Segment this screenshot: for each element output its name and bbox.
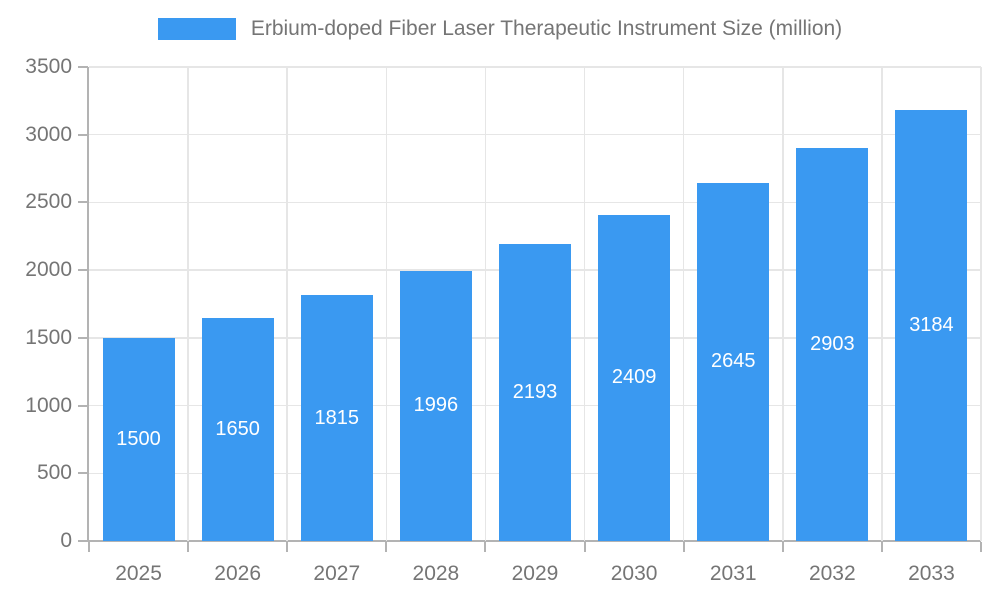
bar[interactable]: 1500	[102, 337, 175, 541]
y-axis-tick	[78, 336, 88, 339]
y-axis-tick	[78, 404, 88, 407]
y-tick-label: 1000	[25, 393, 72, 417]
legend[interactable]: Erbium-doped Fiber Laser Therapeutic Ins…	[0, 17, 1000, 41]
legend-label: Erbium-doped Fiber Laser Therapeutic Ins…	[250, 17, 843, 40]
gridline-vertical	[881, 67, 883, 541]
x-axis-tick	[980, 542, 982, 552]
gridline-vertical	[286, 67, 288, 541]
x-tick-label: 2031	[709, 562, 757, 585]
gridline-horizontal	[89, 66, 981, 68]
legend-swatch-icon	[157, 18, 236, 40]
gridline-vertical	[583, 67, 586, 541]
gridline-horizontal	[89, 201, 981, 204]
bar-value-label: 1650	[215, 417, 260, 440]
y-axis-tick	[78, 269, 88, 272]
x-axis-tick	[484, 542, 487, 552]
x-tick-label: 2028	[412, 562, 460, 585]
bar-value-label: 2193	[512, 381, 558, 403]
x-axis-tick	[385, 542, 388, 552]
y-axis-tick	[78, 201, 88, 204]
bar-value-label: 3184	[909, 313, 954, 336]
y-axis-tick	[78, 133, 88, 136]
bar[interactable]: 1996	[399, 270, 472, 541]
y-tick-label: 2500	[25, 190, 72, 214]
bar-value-label: 1500	[116, 427, 161, 450]
x-tick-label: 2032	[808, 562, 856, 585]
x-axis-tick	[880, 542, 883, 552]
bar-value-label: 2645	[710, 350, 756, 373]
bar-value-label: 2409	[611, 366, 657, 389]
bar[interactable]: 3184	[895, 109, 968, 541]
x-tick-label: 2027	[313, 562, 361, 585]
y-axis-tick	[78, 540, 88, 542]
y-axis-tick	[78, 66, 88, 68]
x-axis-tick	[583, 542, 586, 552]
gridline-vertical	[187, 67, 189, 541]
y-axis-tick	[78, 472, 88, 475]
x-axis-tick	[88, 542, 90, 552]
x-axis-tick	[682, 542, 685, 552]
x-axis-tick	[286, 542, 289, 552]
y-tick-label: 0	[60, 529, 72, 552]
x-tick-label: 2026	[214, 562, 262, 585]
x-tick-label: 2033	[908, 562, 955, 585]
bar-value-label: 1815	[314, 406, 360, 429]
x-axis-tick	[187, 542, 190, 552]
gridline-vertical	[782, 67, 784, 541]
x-tick-label: 2030	[610, 562, 658, 585]
x-axis-line	[87, 540, 981, 542]
y-tick-label: 500	[36, 461, 72, 485]
gridline-vertical	[980, 67, 982, 541]
bar[interactable]: 2409	[598, 214, 671, 541]
x-tick-label: 2029	[511, 562, 559, 585]
y-axis-line	[87, 67, 89, 542]
y-tick-label: 2000	[25, 258, 72, 282]
bar-value-label: 2903	[810, 332, 855, 355]
y-tick-label: 3500	[25, 55, 72, 78]
x-axis-tick	[781, 542, 784, 552]
y-tick-label: 3000	[25, 122, 72, 146]
gridline-vertical	[385, 67, 388, 541]
gridline-vertical	[484, 67, 487, 541]
gridline-vertical	[682, 67, 685, 541]
bar[interactable]: 2645	[697, 182, 770, 541]
x-tick-label: 2025	[115, 562, 162, 585]
bar[interactable]: 1815	[300, 295, 373, 541]
bar[interactable]: 2903	[796, 147, 869, 541]
y-tick-label: 1500	[25, 325, 72, 349]
bar[interactable]: 1650	[201, 317, 274, 541]
gridline-horizontal	[89, 133, 981, 136]
plot-area: 1500 1650 1815 1996 2193 2409 2645 2903 3184	[89, 66, 982, 541]
bar-value-label: 1996	[413, 394, 459, 417]
bar[interactable]: 2193	[499, 244, 571, 541]
